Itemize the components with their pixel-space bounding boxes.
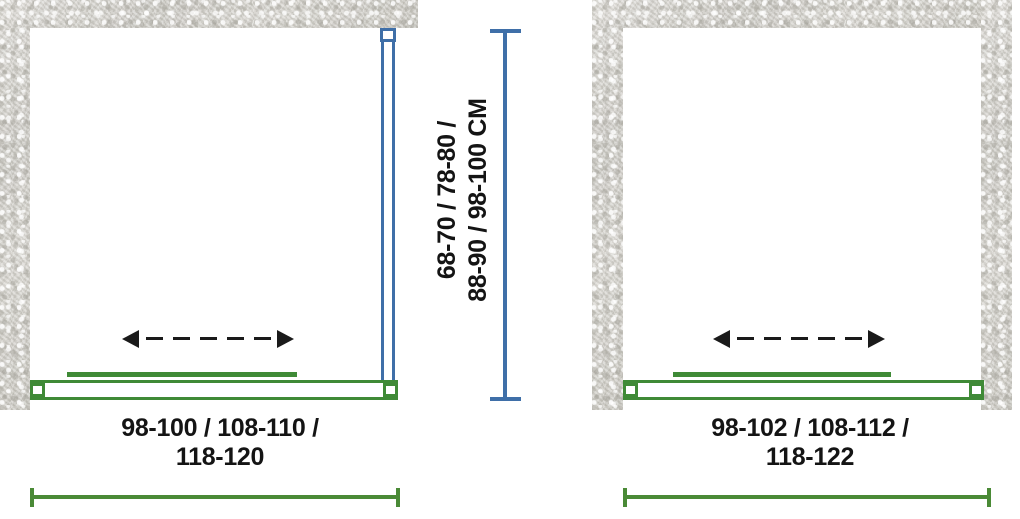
niche-track-endcap-left bbox=[623, 383, 638, 397]
height-dimension-bottom-cap bbox=[490, 397, 521, 401]
niche-slide-arrow-dash-1 bbox=[737, 337, 754, 340]
sliding-glass-leaf bbox=[67, 372, 297, 377]
niche-slide-arrow-dash-4 bbox=[818, 337, 835, 340]
niche-width-dimension-line bbox=[623, 495, 991, 499]
niche-bottom-track-rail bbox=[623, 380, 984, 400]
track-endcap-left bbox=[30, 383, 45, 397]
niche-slide-arrow-dash-5 bbox=[845, 337, 862, 340]
profile-stroke-right bbox=[392, 40, 395, 383]
niche-top-wall-horizontal bbox=[592, 0, 1012, 28]
track-endcap-right bbox=[383, 383, 398, 397]
width-dimension-right-tick bbox=[396, 488, 400, 507]
niche-right-wall-vertical bbox=[981, 0, 1012, 410]
niche-track-endcap-right bbox=[969, 383, 984, 397]
niche-slide-arrow-dash-3 bbox=[791, 337, 808, 340]
height-dimension-line bbox=[503, 29, 507, 401]
niche-width-dimension-label: 98-102 / 108-112 / 118-122 bbox=[711, 414, 909, 471]
slide-arrow-dash-1 bbox=[146, 337, 163, 340]
width-dimension-label: 98-100 / 108-110 / 118-120 bbox=[121, 414, 319, 471]
slide-arrow-left-head bbox=[122, 330, 139, 348]
niche-sliding-glass-leaf bbox=[673, 372, 891, 377]
profile-stroke-left bbox=[381, 40, 384, 383]
width-dimension-line bbox=[30, 495, 400, 499]
niche-slide-arrow-left-head bbox=[713, 330, 730, 348]
top-wall-horizontal bbox=[0, 0, 418, 28]
bottom-track-rail bbox=[30, 380, 398, 400]
height-dimension-label: 68-70 / 78-80 / 88-90 / 98-100 CM bbox=[433, 98, 492, 302]
niche-left-wall-vertical bbox=[592, 0, 623, 410]
slide-arrow-dash-3 bbox=[200, 337, 217, 340]
profile-head-square bbox=[380, 28, 396, 42]
slide-arrow-dash-4 bbox=[227, 337, 244, 340]
slide-arrow-right-head bbox=[277, 330, 294, 348]
niche-width-dimension-right-tick bbox=[987, 488, 991, 507]
niche-slide-arrow-right-head bbox=[868, 330, 885, 348]
left-wall-vertical bbox=[0, 0, 30, 410]
slide-arrow-dash-5 bbox=[254, 337, 271, 340]
slide-arrow-dash-2 bbox=[173, 337, 190, 340]
niche-slide-arrow-dash-2 bbox=[764, 337, 781, 340]
